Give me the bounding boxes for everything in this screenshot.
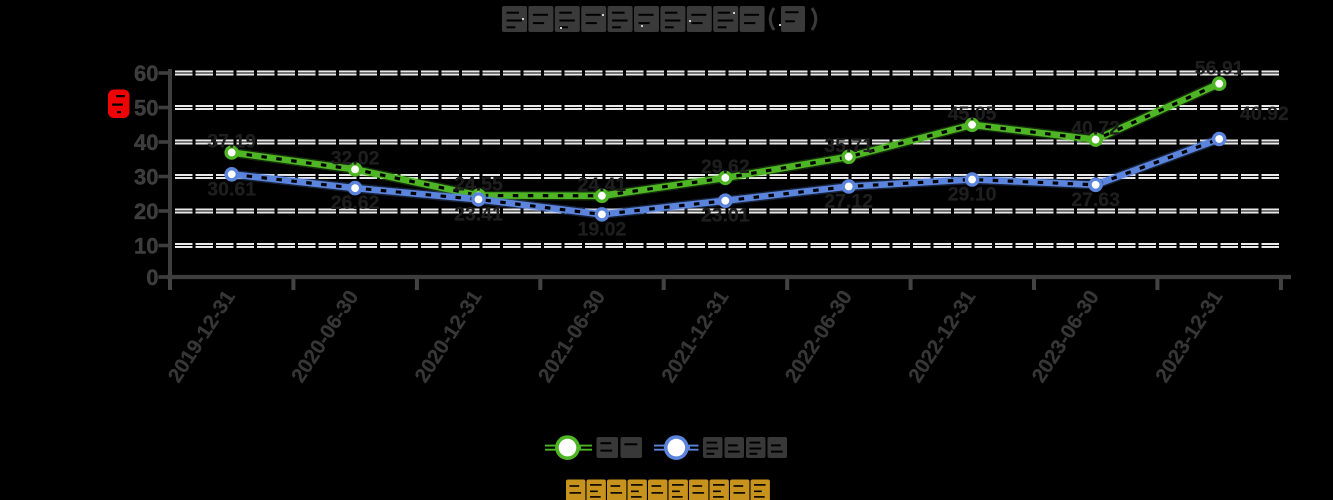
svg-text:35.71: 35.71 — [824, 135, 873, 157]
svg-text:24.41: 24.41 — [577, 174, 626, 196]
svg-text:37.19: 37.19 — [207, 131, 256, 153]
svg-text:27.12: 27.12 — [824, 191, 873, 213]
svg-text:56.91: 56.91 — [1195, 58, 1244, 80]
svg-text:10: 10 — [134, 234, 158, 259]
svg-text:26.62: 26.62 — [331, 192, 380, 214]
svg-text:40: 40 — [134, 130, 158, 155]
svg-text:60: 60 — [134, 61, 158, 86]
svg-text:50: 50 — [134, 96, 158, 121]
svg-text:0: 0 — [146, 265, 158, 290]
svg-text:32.02: 32.02 — [331, 147, 380, 169]
svg-text:19.02: 19.02 — [577, 218, 626, 240]
svg-text:29.62: 29.62 — [701, 156, 750, 178]
svg-text:24.55: 24.55 — [454, 174, 503, 196]
svg-text:40.72: 40.72 — [1071, 118, 1120, 140]
svg-text:40.92: 40.92 — [1240, 103, 1289, 125]
svg-text:27.63: 27.63 — [1071, 189, 1120, 211]
svg-text:23.01: 23.01 — [701, 205, 750, 227]
svg-text:30.61: 30.61 — [207, 178, 256, 200]
svg-text:23.41: 23.41 — [454, 203, 503, 225]
svg-text:29.10: 29.10 — [948, 184, 997, 206]
svg-text:20: 20 — [134, 199, 158, 224]
svg-text:45.05: 45.05 — [948, 103, 997, 125]
svg-text:30: 30 — [134, 165, 158, 190]
